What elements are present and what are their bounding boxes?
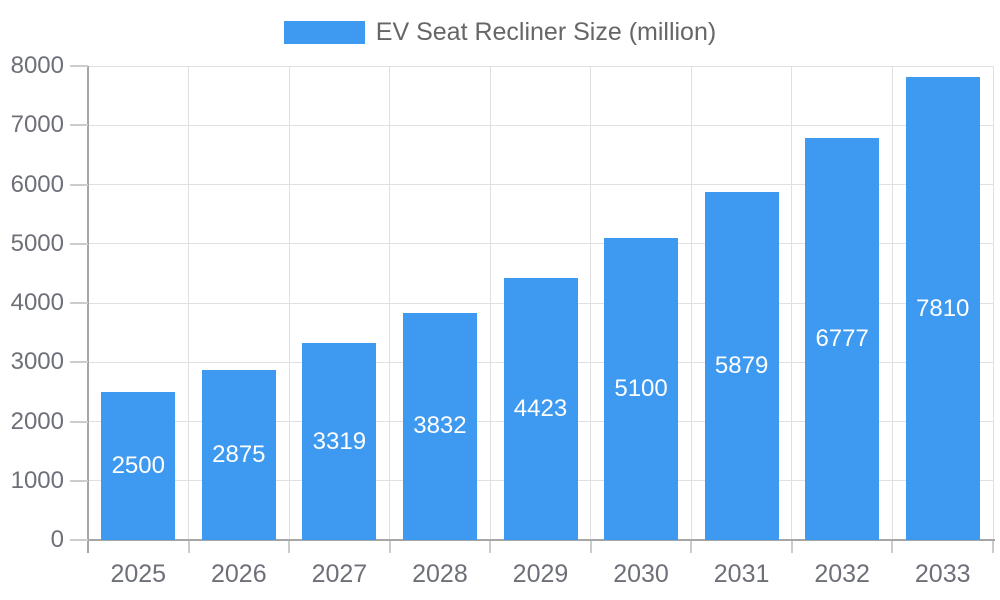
gridline-vertical — [891, 66, 893, 540]
bar-value-label: 3832 — [413, 412, 467, 440]
x-tick-label: 2032 — [814, 560, 870, 588]
x-axis-tick — [87, 541, 89, 553]
y-tick-label: 5000 — [10, 229, 64, 257]
y-axis-tick — [70, 420, 88, 423]
x-axis-tick — [589, 541, 592, 553]
x-tick-label: 2030 — [613, 560, 669, 588]
gridline-horizontal — [88, 243, 993, 245]
gridline-vertical — [791, 66, 793, 540]
y-tick-label: 7000 — [10, 111, 64, 139]
y-tick-label: 6000 — [10, 170, 64, 198]
bar-2026[interactable]: 2875 — [201, 369, 276, 540]
bar-2029[interactable]: 4423 — [503, 277, 578, 540]
y-axis-tick — [70, 183, 88, 186]
gridline-vertical — [188, 66, 190, 540]
legend-swatch — [283, 20, 365, 44]
x-tick-label: 2027 — [311, 560, 368, 588]
bar-2032[interactable]: 6777 — [805, 138, 880, 540]
y-axis-tick — [70, 479, 88, 482]
gridline-vertical — [992, 66, 994, 540]
bar-value-label: 3319 — [312, 427, 367, 455]
x-tick-label: 2026 — [211, 560, 267, 588]
x-axis-tick — [288, 541, 291, 553]
bar-value-label: 7810 — [916, 294, 970, 322]
y-tick-label: 4000 — [10, 289, 64, 316]
bar-2031[interactable]: 5879 — [704, 191, 779, 540]
gridline-horizontal — [88, 184, 993, 185]
gridline-horizontal — [88, 124, 993, 126]
bar-value-label: 4423 — [513, 394, 568, 422]
bar-2027[interactable]: 3319 — [302, 343, 377, 540]
y-axis-tick — [70, 302, 88, 304]
legend-label: EV Seat Recliner Size (million) — [375, 18, 717, 46]
x-axis-tick — [388, 541, 391, 553]
bar-2030[interactable]: 5100 — [604, 237, 679, 540]
x-axis-line — [87, 539, 995, 541]
bar-value-label: 2500 — [111, 451, 165, 479]
y-axis-tick — [70, 242, 88, 245]
x-tick-label: 2025 — [110, 560, 167, 588]
gridline-vertical — [690, 66, 692, 540]
y-axis-tick — [70, 361, 88, 364]
x-axis-tick — [891, 541, 894, 553]
bar-value-label: 5879 — [714, 351, 769, 379]
x-tick-label: 2033 — [914, 560, 971, 588]
y-axis-line — [87, 66, 89, 540]
gridline-vertical — [590, 66, 592, 540]
gridline-vertical — [389, 66, 391, 540]
y-tick-label: 3000 — [10, 348, 64, 376]
bar-2028[interactable]: 3832 — [402, 312, 477, 540]
x-axis-tick — [187, 541, 190, 553]
gridline-vertical — [489, 66, 491, 540]
x-axis-tick — [790, 541, 793, 553]
gridline-horizontal — [88, 65, 993, 67]
y-tick-label: 1000 — [10, 466, 64, 494]
bar-value-label: 6777 — [815, 325, 869, 353]
y-axis-tick — [70, 124, 88, 127]
x-tick-label: 2029 — [512, 560, 569, 588]
bar-value-label: 5100 — [614, 374, 668, 402]
bar-2025[interactable]: 2500 — [101, 391, 176, 540]
x-axis-tick — [992, 541, 994, 553]
x-tick-label: 2028 — [412, 560, 468, 588]
x-axis-tick — [489, 541, 492, 553]
bar-value-label: 2875 — [212, 440, 266, 468]
y-tick-label: 0 — [50, 526, 64, 553]
y-tick-label: 8000 — [10, 52, 64, 79]
x-axis-tick — [690, 541, 693, 553]
bar-2033[interactable]: 7810 — [905, 77, 980, 540]
y-axis-tick — [70, 539, 88, 541]
x-tick-label: 2031 — [713, 560, 770, 588]
y-tick-label: 2000 — [10, 407, 64, 435]
y-axis-tick — [70, 65, 88, 67]
gridline-vertical — [288, 66, 290, 540]
legend-item[interactable]: EV Seat Recliner Size (million) — [0, 18, 1000, 46]
